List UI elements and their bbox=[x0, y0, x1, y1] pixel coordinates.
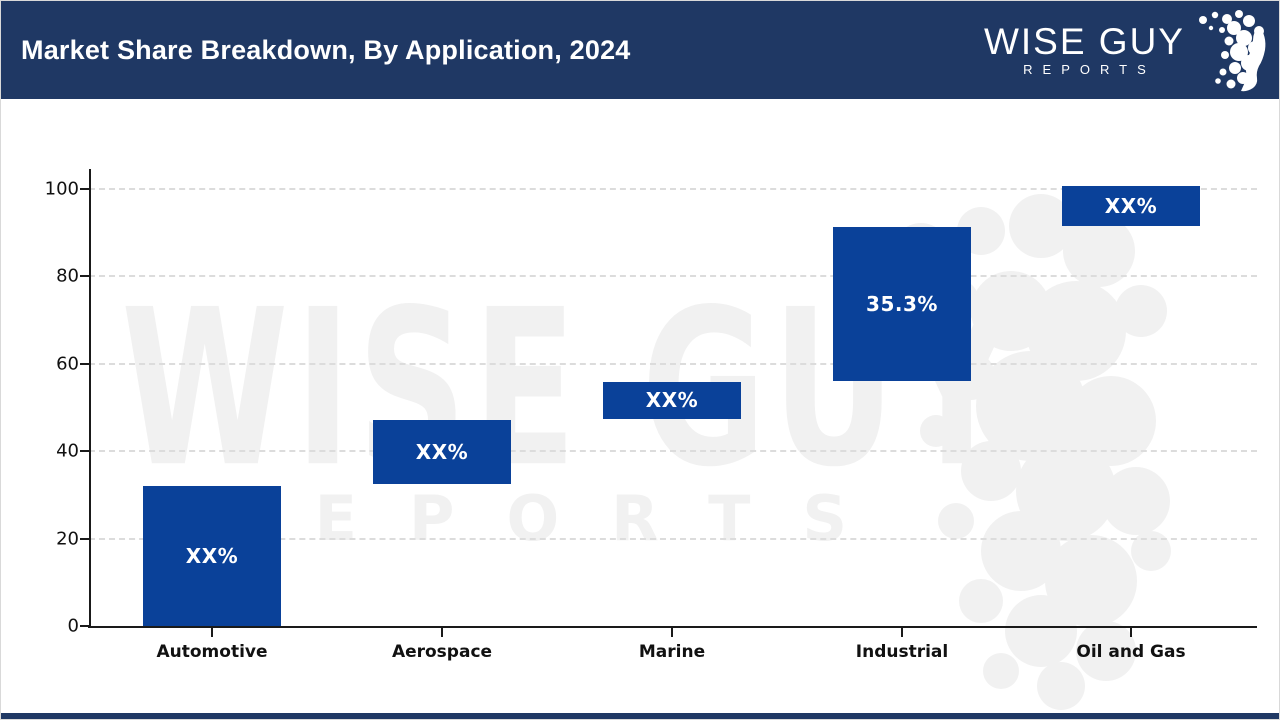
gridline bbox=[89, 275, 1257, 277]
bar-value-label: 35.3% bbox=[866, 291, 938, 316]
y-axis-tick bbox=[80, 537, 89, 540]
y-tick-label: 20 bbox=[56, 528, 79, 549]
gridline bbox=[89, 537, 1257, 540]
y-tick-label: 40 bbox=[56, 440, 79, 462]
x-category-label: Oil and Gas bbox=[1076, 642, 1186, 662]
x-category-label: Industrial bbox=[855, 642, 949, 662]
bar-value-label: XX% bbox=[1104, 194, 1158, 218]
wise-guy-logo: WISE GUY REPORTS bbox=[984, 7, 1267, 93]
bar-automotive: XX% bbox=[143, 486, 281, 626]
x-axis-tick bbox=[211, 628, 213, 637]
y-axis-tick bbox=[80, 275, 89, 277]
bar-industrial: 35.3% bbox=[833, 226, 971, 381]
y-axis-tick bbox=[80, 625, 89, 627]
y-tick-label: 100 bbox=[44, 178, 79, 199]
gridline bbox=[89, 450, 1257, 452]
y-axis-tick bbox=[80, 362, 89, 365]
x-axis-tick bbox=[671, 628, 673, 637]
gridline bbox=[89, 187, 1257, 190]
y-axis-tick bbox=[80, 450, 89, 452]
watermark-face-icon bbox=[893, 194, 1171, 710]
gridline bbox=[89, 362, 1257, 365]
bar-oil-and-gas: XX% bbox=[1062, 185, 1200, 227]
y-axis-tick bbox=[80, 187, 89, 190]
bar-marine: XX% bbox=[603, 381, 741, 420]
footer-bar bbox=[1, 713, 1279, 719]
x-category-label: Automotive bbox=[156, 642, 268, 662]
x-axis-tick bbox=[441, 628, 443, 637]
bar-value-label: XX% bbox=[415, 440, 469, 465]
bar-value-label: XX% bbox=[185, 544, 239, 568]
x-category-label: Aerospace bbox=[391, 642, 493, 662]
x-axis-tick bbox=[901, 628, 903, 637]
y-axis-line bbox=[89, 169, 91, 628]
y-tick-label: 80 bbox=[56, 265, 79, 287]
logo-wordmark: WISE GUY bbox=[983, 20, 1185, 62]
logo-face-icon bbox=[1199, 10, 1266, 92]
y-tick-label: 0 bbox=[67, 615, 79, 637]
x-axis-tick bbox=[1130, 628, 1132, 637]
bar-aerospace: XX% bbox=[373, 420, 511, 485]
y-tick-label: 60 bbox=[56, 353, 79, 374]
chart-title: Market Share Breakdown, By Application, … bbox=[21, 34, 631, 65]
x-category-label: Marine bbox=[638, 642, 706, 662]
bar-value-label: XX% bbox=[645, 388, 699, 413]
logo-subtext: REPORTS bbox=[1023, 62, 1156, 78]
header: Market Share Breakdown, By Application, … bbox=[1, 1, 1279, 99]
logo-text: WISE GUY REPORTS bbox=[983, 20, 1185, 78]
x-axis-line bbox=[88, 626, 1257, 628]
